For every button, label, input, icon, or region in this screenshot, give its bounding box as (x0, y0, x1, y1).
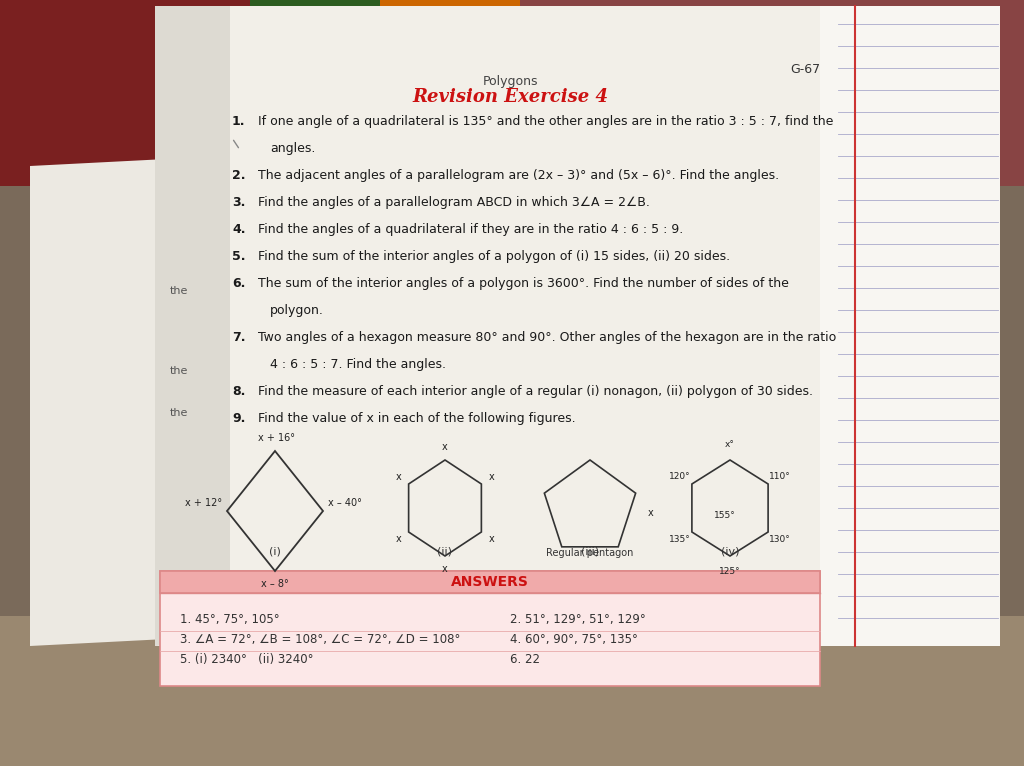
Text: ANSWERS: ANSWERS (451, 575, 529, 589)
Polygon shape (155, 6, 230, 646)
Text: 155°: 155° (714, 512, 736, 521)
Text: 125°: 125° (719, 567, 740, 576)
Text: 3. ∠A = 72°, ∠B = 108°, ∠C = 72°, ∠D = 108°: 3. ∠A = 72°, ∠B = 108°, ∠C = 72°, ∠D = 1… (180, 633, 461, 646)
Text: Find the value of x in each of the following figures.: Find the value of x in each of the follo… (258, 412, 575, 425)
Text: 110°: 110° (769, 472, 792, 481)
Polygon shape (820, 6, 1000, 646)
Text: the: the (170, 286, 188, 296)
Text: 4 : 6 : 5 : 7. Find the angles.: 4 : 6 : 5 : 7. Find the angles. (270, 358, 446, 371)
Text: (ii): (ii) (437, 546, 453, 556)
Text: 3.: 3. (232, 196, 246, 209)
Text: 6.: 6. (232, 277, 246, 290)
Polygon shape (30, 146, 420, 646)
Bar (0, 0, 1024, 186)
Text: x°: x° (725, 440, 735, 449)
Text: 5. (i) 2340°   (ii) 3240°: 5. (i) 2340° (ii) 3240° (180, 653, 313, 666)
Text: G-67: G-67 (790, 63, 820, 76)
Bar (380, 0, 530, 166)
Text: Find the measure of each interior angle of a regular (i) nonagon, (ii) polygon o: Find the measure of each interior angle … (258, 385, 813, 398)
Text: Regular pentagon: Regular pentagon (547, 548, 634, 558)
Text: polygon.: polygon. (270, 304, 324, 317)
Text: 4. 60°, 90°, 75°, 135°: 4. 60°, 90°, 75°, 135° (510, 633, 638, 646)
Text: x – 40°: x – 40° (328, 498, 361, 508)
Bar (520, 0, 1024, 186)
Text: 130°: 130° (769, 535, 792, 544)
Text: If one angle of a quadrilateral is 135° and the other angles are in the ratio 3 : If one angle of a quadrilateral is 135° … (258, 115, 834, 128)
Text: x – 8°: x – 8° (261, 579, 289, 589)
Bar (0, 616, 1024, 766)
Text: the: the (170, 366, 188, 376)
Text: x: x (488, 473, 495, 483)
Text: 2. 51°, 129°, 51°, 129°: 2. 51°, 129°, 51°, 129° (510, 613, 646, 626)
Text: 1.: 1. (232, 115, 246, 128)
Polygon shape (155, 6, 850, 646)
Text: Find the sum of the interior angles of a polygon of (i) 15 sides, (ii) 20 sides.: Find the sum of the interior angles of a… (258, 250, 730, 263)
Text: 5.: 5. (232, 250, 246, 263)
Text: The sum of the interior angles of a polygon is 3600°. Find the number of sides o: The sum of the interior angles of a poly… (258, 277, 788, 290)
Text: Find the angles of a quadrilateral if they are in the ratio 4 : 6 : 5 : 9.: Find the angles of a quadrilateral if th… (258, 223, 683, 236)
Text: Polygons: Polygons (482, 75, 538, 88)
Text: 6. 22: 6. 22 (510, 653, 540, 666)
Text: (iii): (iii) (581, 546, 599, 556)
Text: 135°: 135° (669, 535, 690, 544)
Bar (160, 571, 820, 593)
Text: x: x (442, 565, 447, 574)
Text: Revision Exercise 4: Revision Exercise 4 (412, 88, 608, 106)
Text: x: x (395, 534, 401, 544)
Text: angles.: angles. (270, 142, 315, 155)
Text: 1. 45°, 75°, 105°: 1. 45°, 75°, 105° (180, 613, 280, 626)
Bar (0, 0, 280, 186)
Text: x + 12°: x + 12° (185, 498, 222, 508)
Text: 9.: 9. (232, 412, 246, 425)
Bar (160, 571, 820, 686)
Text: (i): (i) (269, 546, 281, 556)
Text: x + 16°: x + 16° (258, 433, 296, 443)
Text: 7.: 7. (232, 331, 246, 344)
Text: x: x (488, 534, 495, 544)
Text: x: x (395, 473, 401, 483)
Bar (250, 0, 450, 166)
Text: (iv): (iv) (721, 546, 739, 556)
Text: Two angles of a hexagon measure 80° and 90°. Other angles of the hexagon are in : Two angles of a hexagon measure 80° and … (258, 331, 837, 344)
Text: 120°: 120° (669, 472, 690, 481)
Text: 8.: 8. (232, 385, 246, 398)
Text: 2.: 2. (232, 169, 246, 182)
Text: The adjacent angles of a parallelogram are (2x – 3)° and (5x – 6)°. Find the ang: The adjacent angles of a parallelogram a… (258, 169, 779, 182)
Text: Find the angles of a parallelogram ABCD in which 3∠A = 2∠B.: Find the angles of a parallelogram ABCD … (258, 196, 650, 209)
Text: x: x (648, 508, 653, 518)
Text: x: x (442, 441, 447, 452)
Text: 4.: 4. (232, 223, 246, 236)
Text: the: the (170, 408, 188, 418)
